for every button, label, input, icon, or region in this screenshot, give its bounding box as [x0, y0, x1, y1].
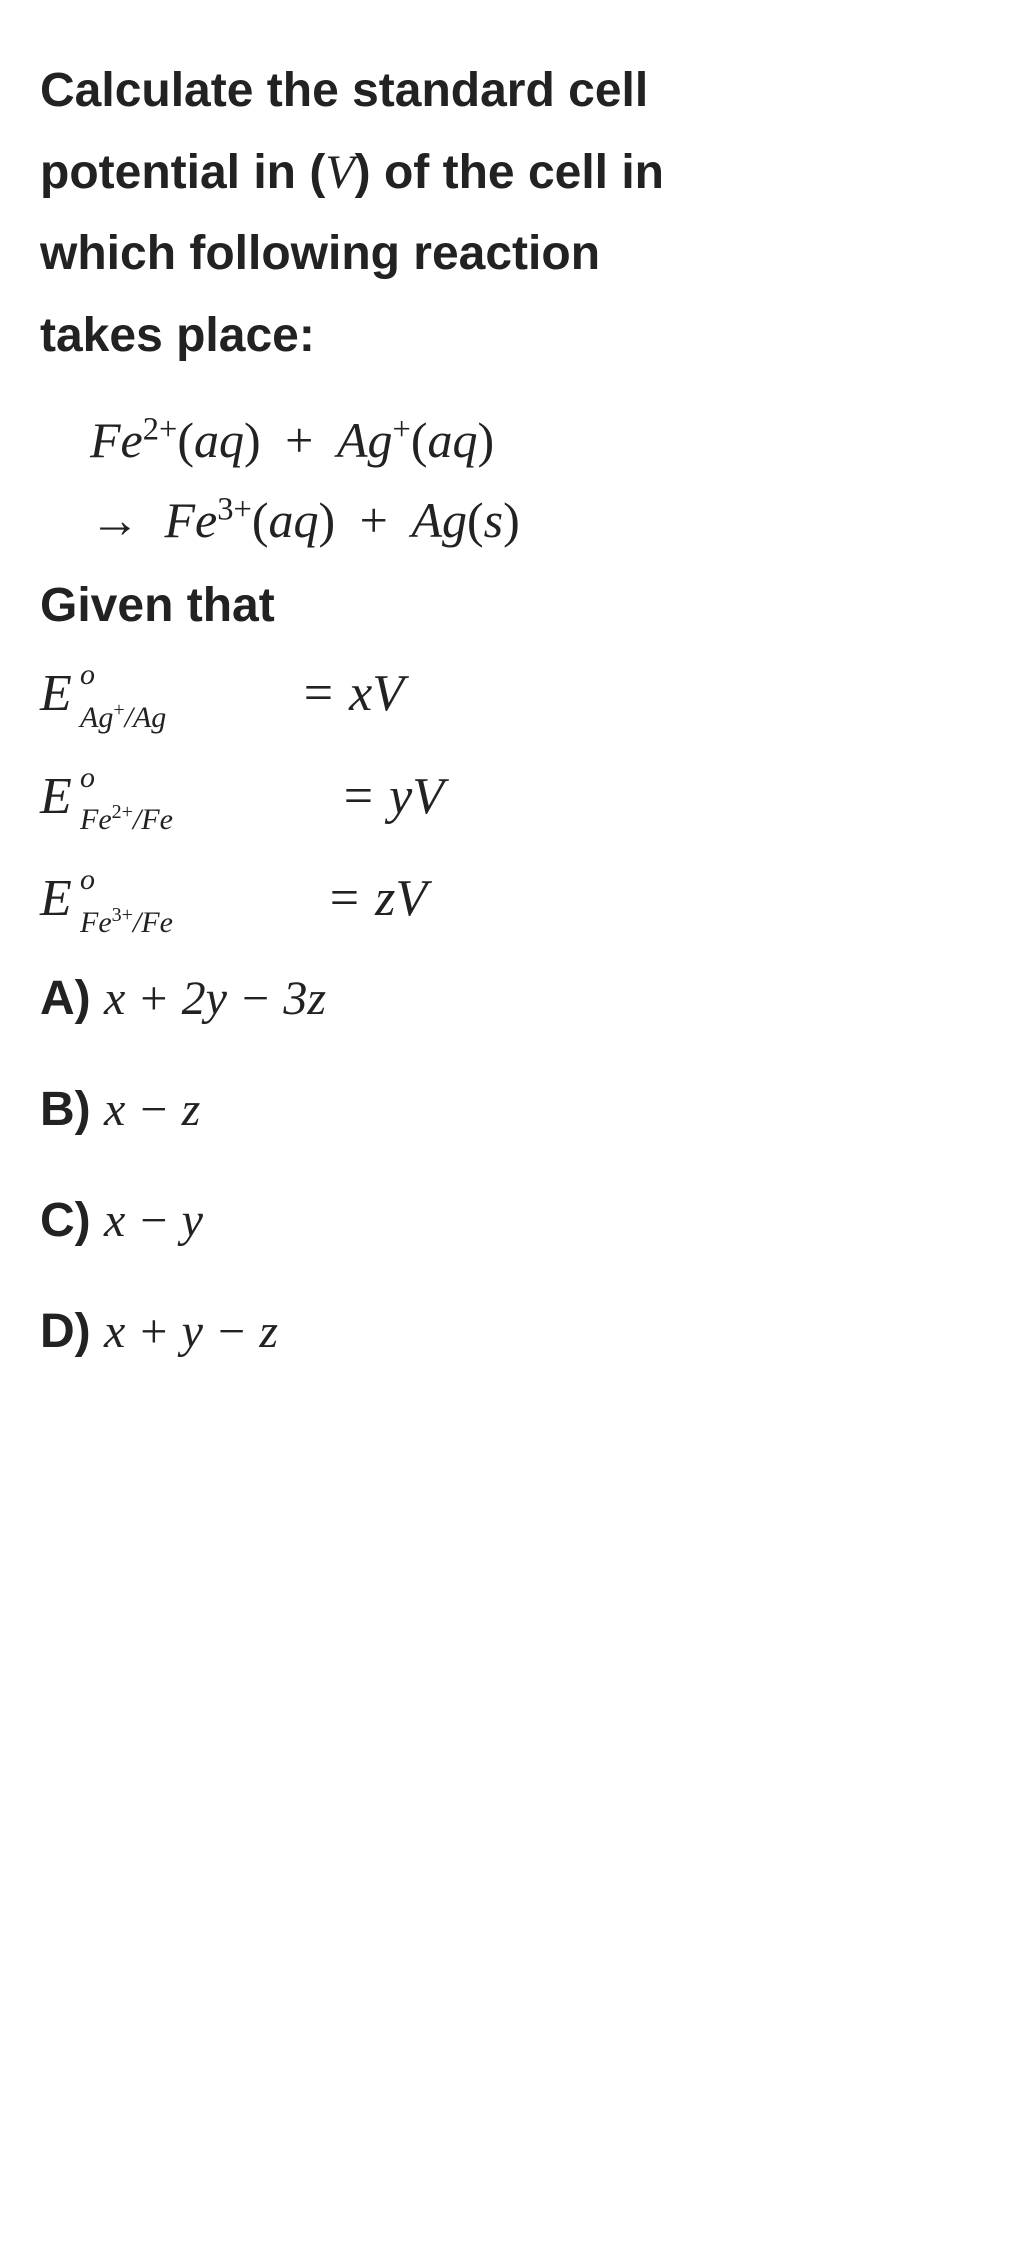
option-row-3[interactable]: D) x + y − z	[40, 1304, 984, 1359]
options-block: A) x + 2y − 3z B) x − z C) x − y D) x + y −…	[40, 971, 984, 1359]
e-sub-2: Fe3+/Fe	[80, 903, 173, 941]
given-that-label: Given that	[40, 578, 984, 633]
question-line-1: Calculate the standard cell	[40, 50, 984, 132]
option-label-2: C)	[40, 1194, 104, 1247]
equals-0: =	[304, 665, 333, 722]
rhs-var-0: x	[349, 665, 372, 722]
close-3: )	[318, 492, 335, 548]
reaction-line-1: Fe2+(aq) + Ag+(aq)	[90, 400, 984, 480]
option-label-0: A)	[40, 972, 104, 1025]
e-base-2: E	[40, 870, 72, 927]
unit-2: V	[395, 870, 427, 927]
e-sup-0: o	[80, 657, 95, 693]
aq-1: aq	[194, 412, 244, 468]
option-expr-2: x − y	[104, 1194, 203, 1247]
question-line-4: takes place:	[40, 295, 984, 377]
sup-2plus-1: 2+	[143, 412, 178, 448]
e-sup-1: o	[80, 760, 95, 796]
ag-1: Ag	[337, 412, 393, 468]
e-notation-2: EoFe3+/Fe	[40, 868, 72, 930]
option-expr-1: x − z	[104, 1083, 200, 1136]
reaction-equation: Fe2+(aq) + Ag+(aq) → Fe3+(aq) + Ag(s)	[90, 400, 984, 560]
open-3: (	[252, 492, 269, 548]
option-label-3: D)	[40, 1305, 104, 1358]
unit-0: V	[372, 665, 404, 722]
question-line-2a: potential in (	[40, 146, 325, 199]
aq-2: aq	[428, 412, 478, 468]
close-1: )	[244, 412, 261, 468]
given-row-2: EoFe3+/Fe = zV	[40, 868, 984, 930]
close-2: )	[478, 412, 495, 468]
e-sub-1: Fe2+/Fe	[80, 800, 173, 838]
question-block: Calculate the standard cell potential in…	[40, 50, 984, 376]
plus-2: +	[360, 492, 388, 548]
e-notation-0: EoAg+/Ag	[40, 663, 72, 725]
open-1: (	[177, 412, 194, 468]
option-row-2[interactable]: C) x − y	[40, 1193, 984, 1248]
given-container: EoAg+/Ag=xVEoFe2+/Fe=yVEoFe3+/Fe=zV	[40, 663, 984, 930]
aq-3: aq	[268, 492, 318, 548]
rhs-var-1: y	[389, 768, 412, 825]
equals-2: =	[330, 870, 359, 927]
question-line-2: potential in (V) of the cell in	[40, 132, 984, 214]
option-label-1: B)	[40, 1083, 104, 1136]
question-line-2b: ) of the cell in	[355, 146, 664, 199]
arrow: →	[90, 492, 140, 548]
s-1: s	[484, 492, 503, 548]
open-4: (	[467, 492, 484, 548]
close-4: )	[503, 492, 520, 548]
e-sup-2: o	[80, 862, 95, 898]
fe-1: Fe	[90, 412, 143, 468]
e-notation-1: EoFe2+/Fe	[40, 766, 72, 828]
fe-2: Fe	[165, 492, 218, 548]
ag-2: Ag	[411, 492, 467, 548]
option-row-1[interactable]: B) x − z	[40, 1082, 984, 1137]
unit-1: V	[412, 768, 444, 825]
option-expr-3: x + y − z	[104, 1305, 278, 1358]
given-row-0: EoAg+/Ag = xV	[40, 663, 984, 725]
equals-1: =	[344, 768, 373, 825]
e-sub-0: Ag+/Ag	[80, 698, 166, 736]
option-expr-0: x + 2y − 3z	[104, 972, 326, 1025]
plus-1: +	[285, 412, 313, 468]
sup-3plus-1: 3+	[217, 492, 252, 528]
sup-plus-1: +	[393, 412, 411, 448]
option-row-0[interactable]: A) x + 2y − 3z	[40, 971, 984, 1026]
given-row-1: EoFe2+/Fe = yV	[40, 766, 984, 828]
e-base-0: E	[40, 665, 72, 722]
question-line-3: which following reaction	[40, 213, 984, 295]
open-2: (	[411, 412, 428, 468]
rhs-var-2: z	[375, 870, 395, 927]
reaction-line-2: → Fe3+(aq) + Ag(s)	[90, 480, 984, 560]
e-base-1: E	[40, 768, 72, 825]
var-V: V	[325, 146, 354, 199]
